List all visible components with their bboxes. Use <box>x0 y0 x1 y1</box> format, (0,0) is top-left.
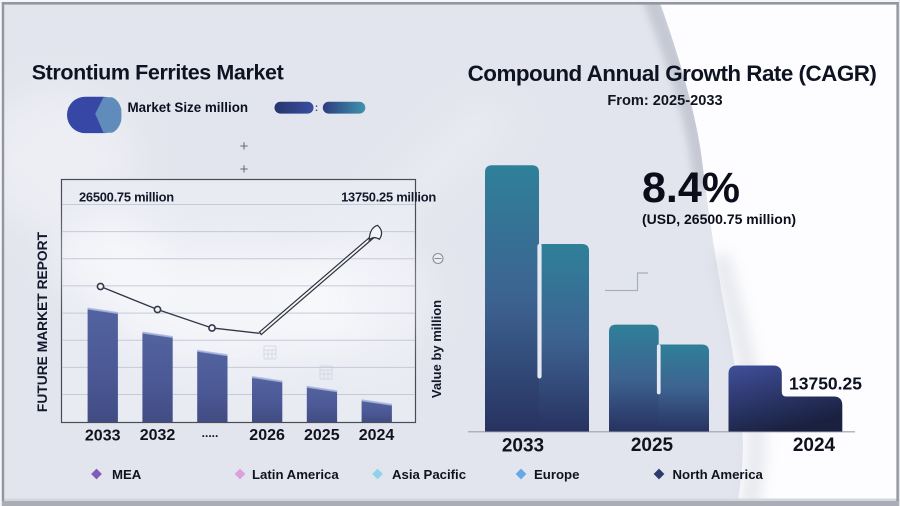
svg-text:Market Size million: Market Size million <box>128 100 249 115</box>
svg-text:North America: North America <box>673 467 764 482</box>
svg-text:2024: 2024 <box>793 435 836 456</box>
svg-text:13750.25: 13750.25 <box>789 374 862 394</box>
svg-text:MEA: MEA <box>112 467 142 482</box>
svg-text:FUTURE MARKET REPORT: FUTURE MARKET REPORT <box>35 231 50 412</box>
svg-text:Value by million: Value by million <box>429 300 444 398</box>
svg-text:2024: 2024 <box>359 427 395 444</box>
svg-text:(USD, 26500.75 million): (USD, 26500.75 million) <box>642 211 796 227</box>
svg-text:2032: 2032 <box>140 427 176 444</box>
svg-text:2033: 2033 <box>85 428 121 445</box>
svg-text:13750.25 million: 13750.25 million <box>341 190 436 205</box>
svg-text:Strontium Ferrites Market: Strontium Ferrites Market <box>32 61 284 85</box>
svg-text:From: 2025-2033: From: 2025-2033 <box>607 93 722 109</box>
svg-text:Latin America: Latin America <box>252 467 339 482</box>
svg-text:2033: 2033 <box>502 436 544 457</box>
svg-text:2025: 2025 <box>304 427 340 444</box>
svg-text:Compound Annual Growth Rate (C: Compound Annual Growth Rate (CAGR) <box>468 61 877 86</box>
svg-text:8.4%: 8.4% <box>642 164 740 212</box>
svg-text:+: + <box>240 138 249 155</box>
svg-text:2025: 2025 <box>631 435 674 456</box>
svg-text::: : <box>315 103 318 114</box>
svg-text:Europe: Europe <box>534 467 579 482</box>
svg-text:26500.75 million: 26500.75 million <box>79 190 174 205</box>
svg-text:+: + <box>240 161 249 178</box>
svg-text:Asia Pacific: Asia Pacific <box>392 467 466 482</box>
svg-text:.....: ..... <box>202 426 219 440</box>
svg-text:2026: 2026 <box>249 427 285 444</box>
